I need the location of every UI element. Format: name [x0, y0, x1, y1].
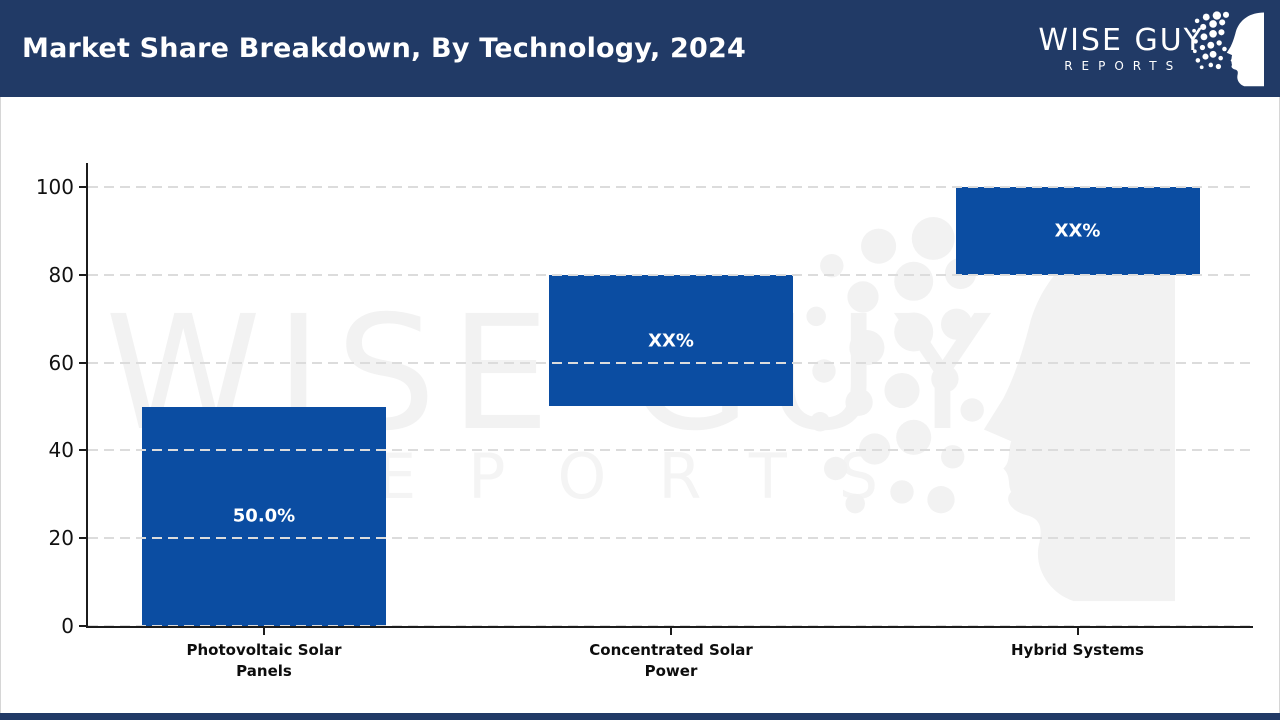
- x-tick: [670, 628, 672, 635]
- y-tick-label: 40: [48, 438, 74, 463]
- y-gridline: [88, 273, 1253, 276]
- y-gridline: [88, 537, 1253, 540]
- y-tick-label: 60: [48, 350, 74, 375]
- y-tick: [79, 186, 86, 188]
- y-tick-label: 20: [48, 526, 74, 551]
- y-tick-label: 80: [48, 262, 74, 287]
- bar: 50.0%: [142, 406, 386, 626]
- y-tick-label: 0: [61, 614, 74, 638]
- y-tick-label: 100: [35, 175, 74, 199]
- y-tick: [79, 625, 86, 627]
- footer-bar: [0, 713, 1280, 720]
- bar: XX%: [955, 187, 1200, 275]
- logo-face-icon: [1188, 8, 1264, 90]
- logo-text: WISE GUY REPORTS: [1038, 22, 1204, 73]
- chart-title: Market Share Breakdown, By Technology, 2…: [22, 33, 747, 64]
- y-tick: [79, 449, 86, 452]
- wiseguy-logo: WISE GUY REPORTS: [1038, 8, 1264, 90]
- y-tick: [79, 537, 86, 540]
- x-category-label: Hybrid Systems: [1011, 641, 1144, 659]
- header: Market Share Breakdown, By Technology, 2…: [0, 0, 1280, 97]
- y-gridline: [88, 186, 1253, 188]
- y-tick: [79, 273, 86, 276]
- logo-name: WISE GUY: [1038, 22, 1204, 58]
- bar-value-label: 50.0%: [232, 505, 296, 527]
- bar-value-label: XX%: [648, 330, 694, 352]
- y-axis-line: [86, 163, 88, 628]
- x-axis-line: [86, 626, 1253, 628]
- x-category-label: Photovoltaic Solar Panels: [186, 641, 342, 680]
- bar-value-label: XX%: [1054, 220, 1101, 242]
- x-tick: [1076, 628, 1079, 635]
- y-gridline: [88, 361, 1253, 364]
- x-tick: [263, 628, 265, 635]
- x-category-label: Concentrated Solar Power: [589, 641, 753, 680]
- bar: XX%: [549, 274, 793, 407]
- y-gridline: [88, 449, 1253, 452]
- y-tick: [79, 361, 86, 364]
- logo-sub: REPORTS: [1064, 58, 1183, 73]
